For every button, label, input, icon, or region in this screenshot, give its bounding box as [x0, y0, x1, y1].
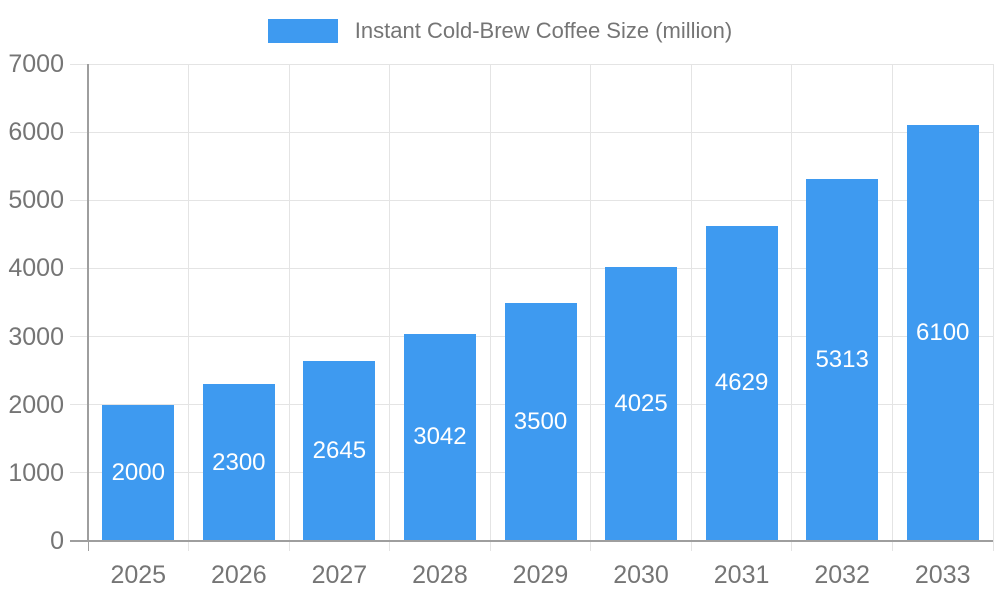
x-axis-tick-label: 2028 — [412, 561, 468, 589]
bar[interactable]: 4025 — [605, 266, 678, 541]
x-axis-tick-label: 2032 — [814, 561, 870, 589]
x-axis-tick — [690, 541, 692, 551]
y-axis-tick-label: 7000 — [8, 50, 64, 78]
bar-value-label: 3042 — [413, 423, 467, 451]
y-gridline — [70, 199, 993, 201]
x-axis-tick-label: 2025 — [110, 561, 167, 589]
v-gridline — [288, 64, 290, 541]
x-axis-tick — [791, 541, 793, 551]
bar-value-label: 3500 — [513, 407, 568, 435]
x-axis-tick — [288, 541, 290, 551]
bar-value-label: 2645 — [312, 436, 367, 464]
y-axis-tick-label: 5000 — [8, 186, 64, 215]
bar-value-label: 6100 — [916, 319, 970, 347]
y-axis-tick-label: 4000 — [8, 254, 64, 283]
y-axis-line — [87, 64, 89, 541]
v-gridline — [590, 64, 592, 541]
bar-value-label: 4629 — [714, 369, 769, 397]
x-axis-tick — [891, 541, 893, 551]
bar-value-label: 2300 — [212, 448, 266, 476]
x-axis-line — [70, 540, 993, 542]
bar-value-label: 4025 — [614, 389, 668, 417]
x-axis-tick-label: 2026 — [211, 561, 267, 589]
v-gridline — [791, 64, 793, 541]
v-gridline — [188, 64, 190, 541]
y-axis-tick-label: 3000 — [8, 322, 64, 351]
x-axis-tick — [87, 541, 89, 551]
legend-swatch — [267, 19, 338, 43]
y-axis-tick-label: 0 — [50, 527, 64, 555]
y-axis-tick-label: 2000 — [8, 390, 64, 419]
x-axis-tick — [992, 541, 994, 551]
v-gridline — [992, 64, 994, 541]
bar[interactable]: 3042 — [403, 333, 476, 541]
x-axis-tick — [590, 541, 592, 551]
y-axis-tick-label: 6000 — [8, 118, 64, 147]
bar-value-label: 5313 — [815, 345, 869, 373]
v-gridline — [389, 64, 391, 541]
x-axis-tick — [188, 541, 190, 551]
bar[interactable]: 2300 — [202, 384, 275, 541]
bar[interactable]: 4629 — [705, 225, 778, 541]
legend[interactable]: Instant Cold-Brew Coffee Size (million) — [0, 16, 1000, 46]
x-axis-tick-label: 2029 — [512, 561, 569, 589]
x-axis-tick-label: 2033 — [914, 561, 971, 589]
bar[interactable]: 5313 — [806, 178, 879, 541]
x-axis-tick — [489, 541, 491, 551]
x-axis-tick-label: 2027 — [311, 561, 368, 589]
bar[interactable]: 3500 — [504, 302, 577, 541]
y-gridline — [70, 63, 993, 65]
x-axis-tick-label: 2031 — [713, 561, 770, 589]
v-gridline — [690, 64, 692, 541]
y-axis-tick-label: 1000 — [8, 458, 64, 487]
bar[interactable]: 2000 — [102, 404, 175, 541]
y-gridline — [70, 267, 993, 269]
x-axis-tick-label: 2030 — [613, 561, 669, 589]
v-gridline — [489, 64, 491, 541]
y-gridline — [70, 131, 993, 133]
legend-label: Instant Cold-Brew Coffee Size (million) — [354, 18, 733, 43]
bar-value-label: 2000 — [111, 458, 165, 486]
bar[interactable]: 6100 — [906, 125, 979, 541]
v-gridline — [891, 64, 893, 541]
x-axis-tick — [389, 541, 391, 551]
bar[interactable]: 2645 — [303, 360, 376, 541]
